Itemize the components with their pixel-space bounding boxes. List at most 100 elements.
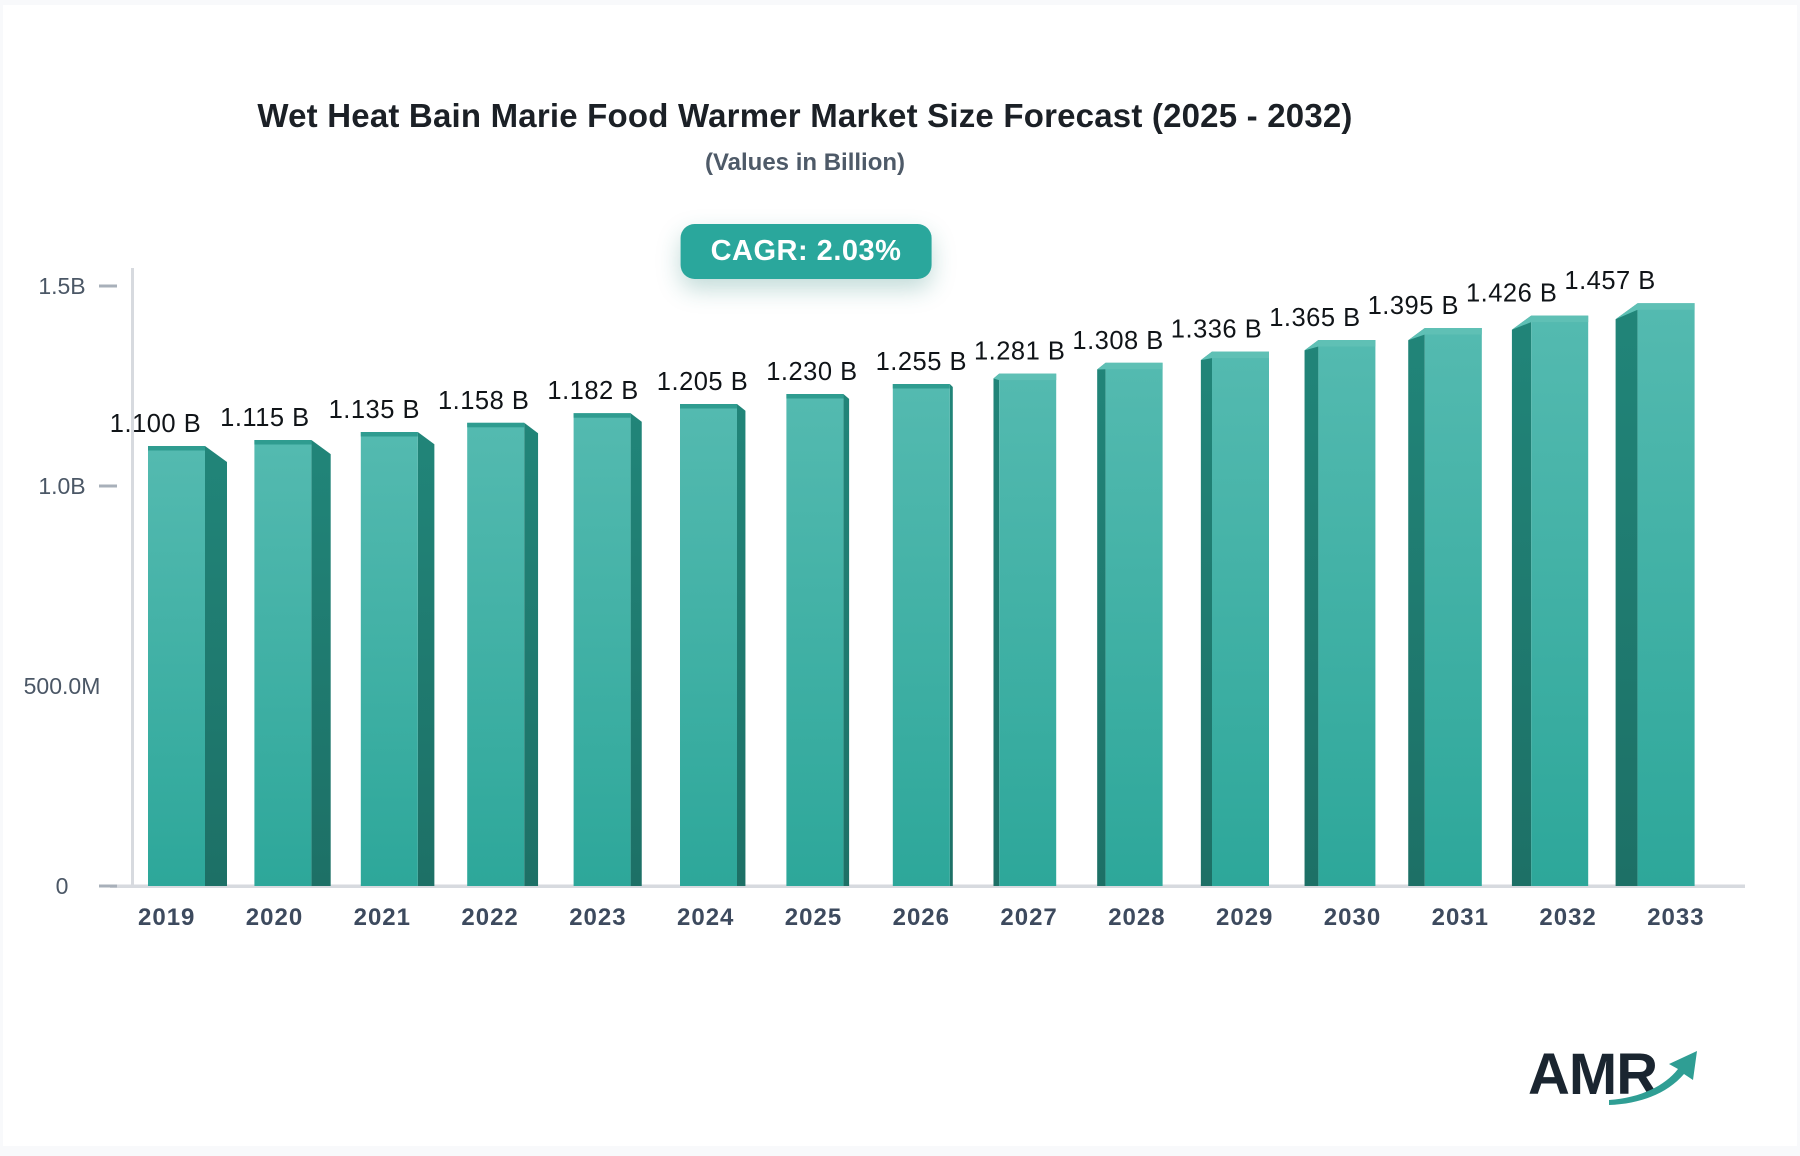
bar-2033 xyxy=(1615,303,1695,886)
bar-front-face xyxy=(1531,315,1589,887)
bar-2022 xyxy=(467,422,539,886)
y-tick-dash xyxy=(99,884,117,888)
bar-2029 xyxy=(1200,351,1269,887)
cagr-badge: CAGR: 2.03% xyxy=(680,224,932,279)
bar-2028 xyxy=(1097,362,1163,886)
bar-front-face xyxy=(786,394,844,886)
bar-side-face xyxy=(949,384,953,886)
bar-top-face xyxy=(680,404,737,409)
bar-value-label: 1.230 B xyxy=(766,358,857,386)
y-tick-label: 1.0B xyxy=(38,473,85,499)
bar-side-face xyxy=(524,422,539,886)
bar-front-face xyxy=(467,422,525,886)
chart-subtitle: (Values in Billion) xyxy=(704,149,906,176)
bar-front-face xyxy=(1318,340,1376,886)
y-tick-label: 0 xyxy=(56,873,69,899)
bar-value-label: 1.426 B xyxy=(1466,280,1557,308)
x-tick-label: 2022 xyxy=(461,904,518,931)
bar-front-face xyxy=(1212,351,1269,887)
x-tick-label: 2021 xyxy=(354,904,411,931)
bar-value-label: 1.115 B xyxy=(220,404,310,432)
x-tick-label: 2033 xyxy=(1647,904,1704,931)
bar-2027 xyxy=(993,373,1057,887)
bar-front-face xyxy=(999,373,1057,887)
x-tick-label: 2031 xyxy=(1432,904,1489,931)
x-tick-label: 2020 xyxy=(246,904,303,931)
bar-value-label: 1.100 B xyxy=(110,410,201,438)
bar-2032 xyxy=(1511,315,1589,887)
bar-2030 xyxy=(1304,340,1376,886)
bar-2021 xyxy=(360,432,435,886)
chart-title: Wet Heat Bain Marie Food Warmer Market S… xyxy=(257,97,1353,134)
bar-front-face xyxy=(892,384,950,886)
bar-side-face xyxy=(1408,328,1425,886)
bar-value-label: 1.281 B xyxy=(974,338,1065,366)
bar-top-face xyxy=(1200,351,1269,361)
bar-top-face xyxy=(1615,303,1695,320)
bar-2025 xyxy=(786,394,850,886)
bar-value-label: 1.255 B xyxy=(876,348,967,376)
bar-side-face xyxy=(993,373,1000,887)
bar-top-face xyxy=(1408,328,1482,341)
x-axis xyxy=(110,884,1745,888)
bar-2024 xyxy=(680,404,746,886)
bar-side-face xyxy=(630,413,642,886)
y-axis xyxy=(131,268,134,888)
bar-top-face xyxy=(1097,362,1163,370)
bar-2031 xyxy=(1408,328,1482,886)
y-tick-label: 500.0M xyxy=(24,673,101,699)
bar-side-face xyxy=(205,446,227,886)
bar-2023 xyxy=(573,413,642,886)
x-tick-label: 2027 xyxy=(1000,904,1057,931)
bar-top-face xyxy=(467,422,525,428)
x-tick-label: 2025 xyxy=(785,904,842,931)
x-tick-label: 2023 xyxy=(569,904,626,931)
x-tick-label: 2029 xyxy=(1216,904,1273,931)
bar-top-face xyxy=(254,440,312,445)
bar-side-face xyxy=(1304,340,1319,886)
bar-front-face xyxy=(680,404,737,886)
x-tick-label: 2030 xyxy=(1324,904,1381,931)
bar-side-face xyxy=(417,432,435,886)
bar-top-face xyxy=(892,384,950,389)
bar-top-face xyxy=(360,432,418,437)
bar-front-face xyxy=(1424,328,1482,886)
bar-value-label: 1.308 B xyxy=(1072,327,1163,355)
bar-value-label: 1.135 B xyxy=(329,396,420,424)
bar-value-label: 1.205 B xyxy=(657,368,748,396)
bar-top-face xyxy=(573,413,631,418)
bar-side-face xyxy=(311,440,331,886)
chart-header: Wet Heat Bain Marie Food Warmer Market S… xyxy=(0,97,1610,177)
bar-front-face xyxy=(360,432,418,886)
bar-top-face xyxy=(1304,340,1376,351)
bar-front-face xyxy=(573,413,631,886)
bar-2019 xyxy=(148,446,227,886)
amr-logo: AMR xyxy=(1528,1034,1701,1107)
bar-top-face xyxy=(993,373,1057,381)
x-tick-label: 2024 xyxy=(677,904,734,931)
y-tick-dash xyxy=(99,484,117,488)
bar-2020 xyxy=(254,440,331,886)
bar-value-label: 1.158 B xyxy=(438,387,529,415)
bar-top-face xyxy=(786,394,844,399)
bar-top-face xyxy=(148,446,205,451)
bar-side-face xyxy=(1097,362,1106,886)
y-tick-label: 1.5B xyxy=(38,273,85,299)
bar-2026 xyxy=(892,384,953,886)
bar-value-label: 1.395 B xyxy=(1368,292,1459,320)
bar-value-label: 1.457 B xyxy=(1564,267,1655,295)
bar-side-face xyxy=(843,394,850,886)
bar-front-face xyxy=(1637,303,1695,886)
amr-logo-text: AMR xyxy=(1528,1042,1658,1107)
growth-arrow-icon xyxy=(1609,1051,1698,1105)
bar-side-face xyxy=(1511,315,1532,887)
bar-side-face xyxy=(1200,351,1212,887)
bar-front-face xyxy=(148,446,205,886)
x-tick-label: 2032 xyxy=(1539,904,1596,931)
bar-value-label: 1.336 B xyxy=(1171,316,1262,344)
x-tick-label: 2026 xyxy=(893,904,950,931)
y-tick-dash xyxy=(99,284,117,288)
bar-front-face xyxy=(254,440,312,886)
bar-value-label: 1.182 B xyxy=(547,377,638,405)
